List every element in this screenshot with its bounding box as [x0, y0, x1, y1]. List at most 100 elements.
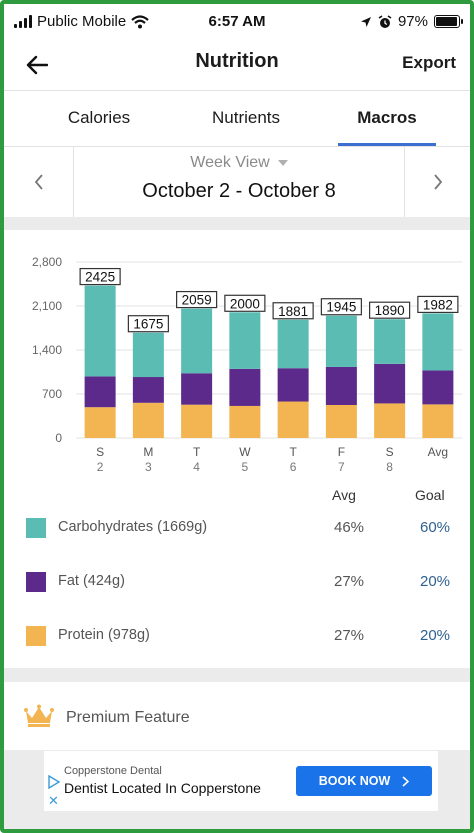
week-view-label: Week View — [190, 154, 270, 171]
back-button[interactable] — [20, 48, 54, 82]
x-tick-date: 8 — [386, 460, 393, 474]
ad-banner[interactable]: ✕ Copperstone Dental Dentist Located In … — [44, 751, 438, 811]
bar-segment-fat — [181, 373, 213, 405]
bar-segment-carbohydrates — [277, 319, 309, 369]
total-data-label: 1982 — [423, 297, 453, 312]
x-tick-date: 2 — [97, 460, 104, 474]
bar-segment-protein — [181, 404, 213, 438]
bar-segment-carbohydrates — [181, 308, 213, 374]
y-tick-label: 2,800 — [32, 255, 62, 269]
x-tick-date: 7 — [338, 460, 345, 474]
week-navigator: Week View October 2 - October 8 — [4, 147, 470, 217]
status-bar: Public Mobile 6:57 AM 97% — [4, 4, 470, 40]
macro-goal: 60% — [420, 519, 451, 536]
protein-swatch — [26, 626, 46, 646]
cellular-signal-icon — [14, 15, 32, 28]
bar-segment-protein — [325, 405, 357, 438]
carbs-swatch — [26, 518, 46, 538]
premium-feature-banner[interactable]: Premium Feature — [4, 682, 470, 752]
bar-segment-fat — [84, 376, 116, 408]
macro-row-fat: Fat (424g) 27% 20% — [4, 567, 470, 597]
y-tick-label: 1,400 — [32, 343, 62, 357]
avg-column-header: Avg — [332, 487, 356, 503]
tab-macros[interactable]: Macros — [357, 108, 417, 127]
total-data-label: 1675 — [133, 317, 163, 332]
total-label-box — [176, 290, 218, 309]
previous-week-button[interactable] — [4, 147, 74, 217]
bar-segment-carbohydrates — [229, 312, 261, 369]
export-button[interactable]: Export — [402, 53, 456, 72]
caret-down-icon — [277, 159, 288, 166]
total-label-box — [79, 267, 121, 286]
bar-segment-fat — [132, 377, 164, 403]
chevron-right-icon — [433, 174, 442, 190]
goal-column-header: Goal — [415, 487, 445, 503]
arrow-left-icon — [26, 55, 48, 75]
x-tick-date: 3 — [145, 460, 152, 474]
bar-segment-fat — [229, 368, 261, 406]
status-time: 6:57 AM — [208, 13, 266, 30]
date-range: October 2 - October 8 — [142, 180, 336, 202]
location-icon — [360, 16, 371, 27]
x-tick-day: S — [96, 445, 104, 459]
next-week-button[interactable] — [404, 147, 470, 217]
wifi-icon — [131, 14, 149, 28]
adchoices-icon[interactable] — [47, 775, 61, 789]
total-data-label: 1881 — [278, 304, 308, 319]
x-tick-day: W — [239, 445, 251, 459]
x-tick-day: F — [338, 445, 345, 459]
x-tick-day: T — [289, 445, 297, 459]
y-tick-label: 0 — [55, 431, 62, 445]
macros-bar-chart: 07001,4002,1002,8002425S21675M32059T4200… — [32, 255, 462, 474]
ad-advertiser: Copperstone Dental — [64, 765, 162, 777]
total-label-box — [224, 294, 266, 312]
chevron-left-icon — [34, 174, 43, 190]
macro-avg: 27% — [334, 573, 365, 590]
total-label-box — [369, 301, 411, 319]
ad-headline[interactable]: Dentist Located In Copperstone — [64, 780, 261, 796]
x-tick-date: 5 — [242, 460, 249, 474]
total-label-box — [417, 295, 459, 314]
page-title: Nutrition — [195, 50, 279, 72]
total-data-label: 2000 — [230, 296, 260, 311]
macro-goal: 20% — [420, 573, 451, 590]
macro-label: Fat (424g) — [58, 573, 125, 589]
tab-calories[interactable]: Calories — [67, 108, 131, 127]
book-now-button[interactable]: BOOK NOW — [296, 766, 432, 796]
macro-label: Protein (978g) — [58, 627, 150, 643]
total-data-label: 2059 — [182, 293, 212, 308]
status-left: Public Mobile — [14, 13, 149, 30]
battery-percent: 97% — [397, 13, 428, 30]
bar-segment-fat — [325, 366, 357, 405]
macros-chart: 0 700 1,400 2,100 2,800 2425 S 2 1675 M 3 2059 T 4 200… — [4, 230, 470, 480]
status-right: 97% — [360, 13, 463, 30]
x-tick-day: Avg — [428, 445, 448, 459]
y-tick-label: 700 — [42, 387, 62, 401]
x-tick-day: T — [193, 445, 201, 459]
macro-goal: 20% — [420, 627, 451, 644]
tabs-divider — [4, 146, 470, 147]
ad-close-icon[interactable]: ✕ — [48, 793, 59, 808]
total-data-label: 1890 — [375, 303, 405, 318]
bar-segment-carbohydrates — [374, 319, 406, 364]
total-data-label: 2425 — [85, 270, 115, 285]
x-tick-date: 6 — [290, 460, 297, 474]
week-view-dropdown[interactable]: Week View — [74, 154, 404, 172]
macro-avg: 27% — [334, 627, 365, 644]
macro-label: Carbohydrates (1669g) — [58, 519, 208, 535]
macro-row-carbohydrates: Carbohydrates (1669g) 46% 60% — [4, 513, 470, 543]
book-now-label: BOOK NOW — [318, 774, 391, 788]
tab-nutrients[interactable]: Nutrients — [211, 108, 281, 127]
crown-icon — [24, 704, 54, 727]
macro-row-protein: Protein (978g) 27% 20% — [4, 621, 470, 651]
bar-segment-protein — [277, 401, 309, 438]
premium-feature-label: Premium Feature — [66, 709, 190, 726]
bar-segment-protein — [422, 404, 454, 438]
bar-segment-carbohydrates — [325, 315, 357, 367]
macro-avg: 46% — [334, 519, 365, 536]
section-separator — [4, 217, 470, 230]
carrier-name: Public Mobile — [37, 13, 127, 30]
active-tab-indicator — [338, 143, 436, 146]
bar-segment-fat — [277, 368, 309, 402]
